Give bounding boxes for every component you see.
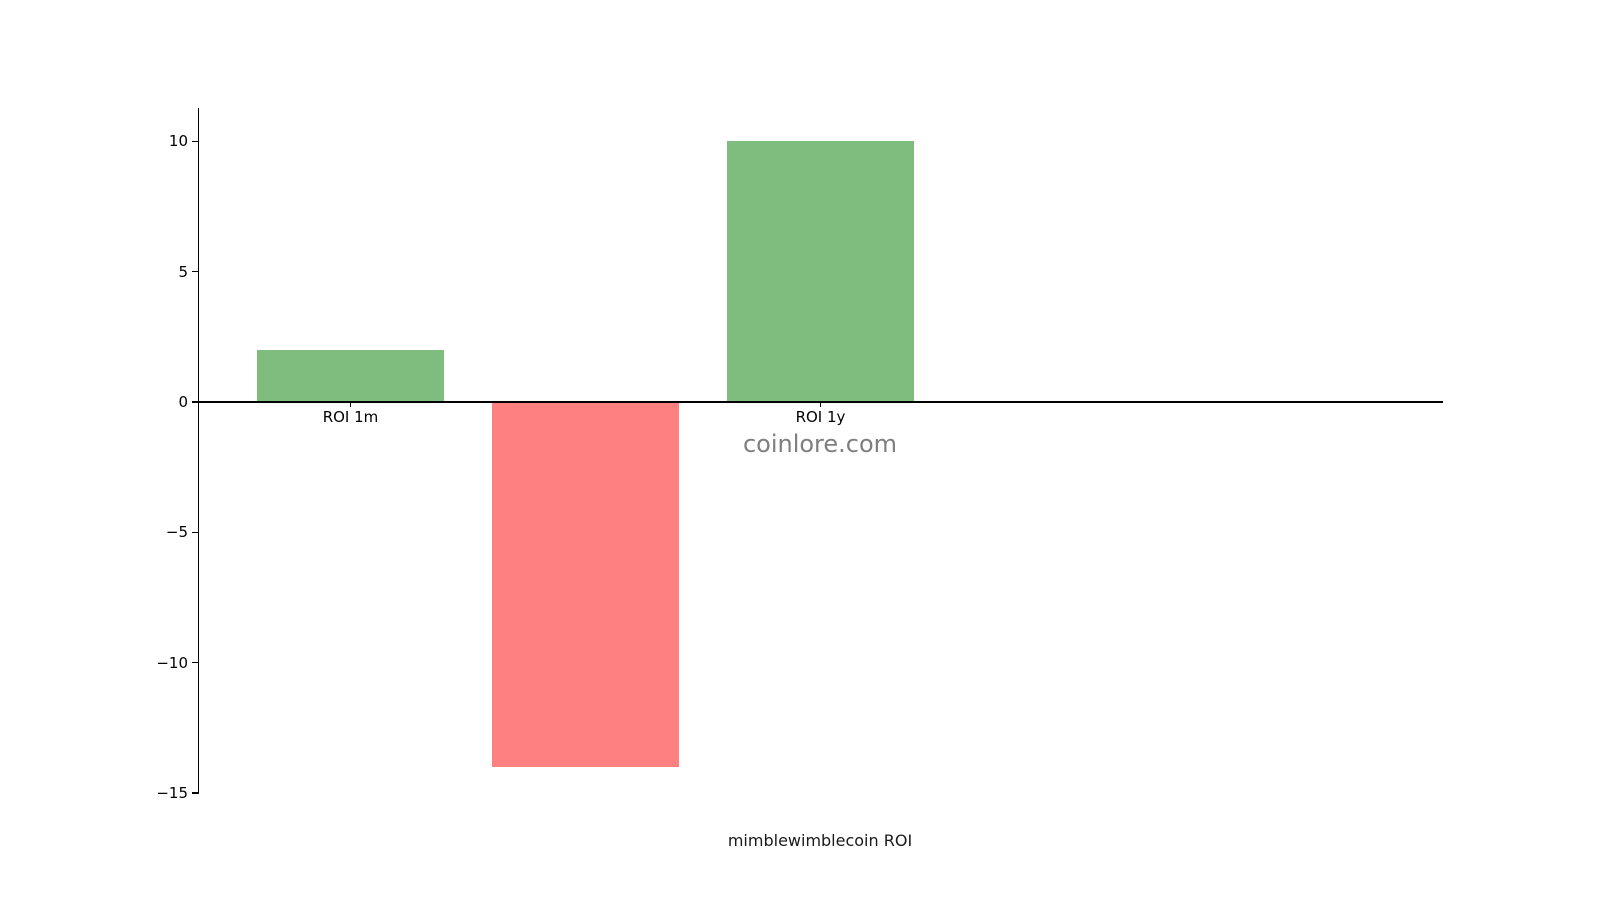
y-axis-spine: [197, 108, 199, 794]
bar-roi-1m: [257, 349, 444, 402]
y-tick-mark: [191, 661, 198, 664]
x-tick-label: ROI 1y: [795, 408, 846, 426]
x-tick-mark: [349, 402, 352, 407]
bar-roi-1y: [727, 141, 914, 402]
y-tick-label: −5: [165, 523, 188, 542]
x-axis-title: mimblewimblecoin ROI: [727, 831, 913, 850]
y-tick-label: 5: [178, 262, 188, 281]
x-tick-mark: [819, 402, 822, 407]
y-tick-mark: [191, 792, 198, 794]
y-tick-mark: [191, 140, 198, 143]
x-axis-line: [197, 401, 1443, 403]
y-tick-mark: [191, 531, 198, 534]
y-tick-label: 0: [178, 393, 188, 411]
watermark-text: coinlore.com: [742, 430, 898, 458]
y-tick-mark: [191, 270, 198, 273]
y-tick-label: 10: [168, 132, 188, 151]
y-tick-label: −15: [156, 784, 188, 803]
bar-unlabeled: [492, 402, 679, 767]
x-tick-label: ROI 1m: [322, 408, 379, 426]
y-tick-label: −10: [156, 653, 188, 672]
y-tick-mark: [191, 401, 198, 403]
